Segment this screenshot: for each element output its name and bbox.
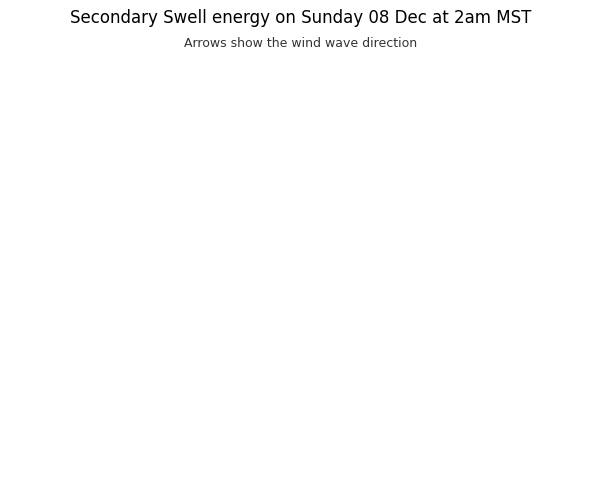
Text: Secondary Swell energy on Sunday 08 Dec at 2am MST: Secondary Swell energy on Sunday 08 Dec … (70, 9, 531, 27)
Text: Arrows show the wind wave direction: Arrows show the wind wave direction (184, 37, 417, 50)
Text: cartopy required: cartopy required (219, 263, 382, 282)
